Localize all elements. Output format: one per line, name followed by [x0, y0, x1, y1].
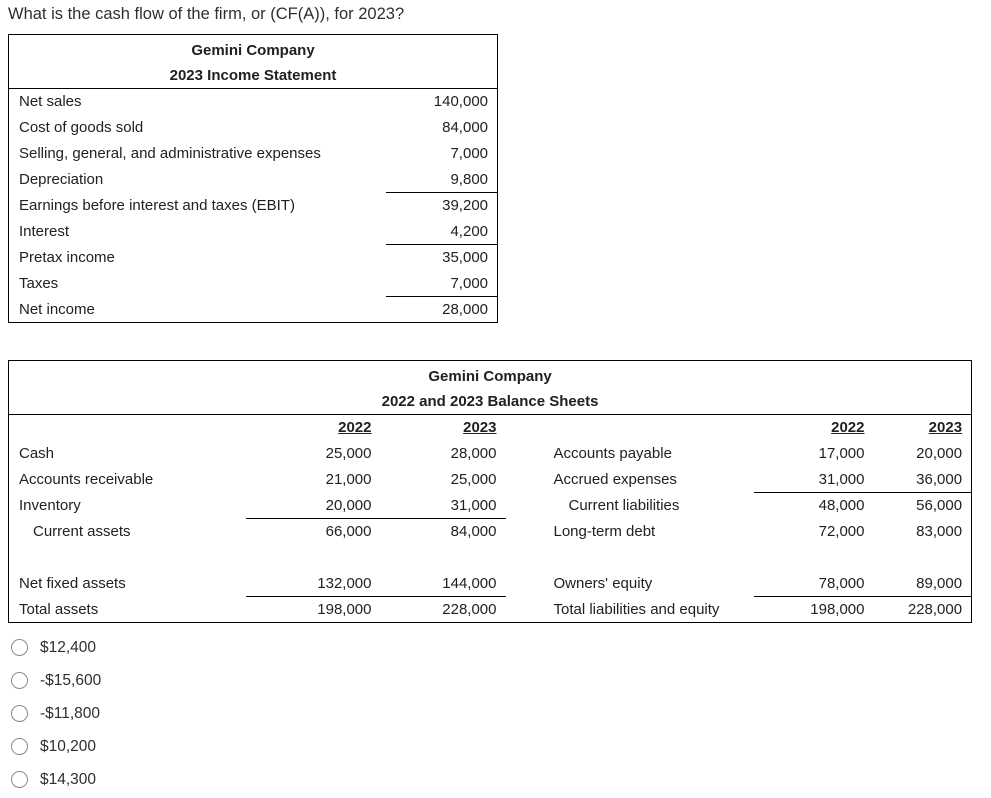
- income-row-value: 28,000: [442, 301, 489, 318]
- income-row-value: 7,000: [450, 145, 489, 162]
- answer-option-3[interactable]: -$11,800: [11, 697, 991, 730]
- radio-button[interactable]: [11, 672, 28, 689]
- liability-2022-value: 17,000: [818, 445, 865, 462]
- question-title: What is the cash flow of the firm, or (C…: [8, 5, 405, 23]
- balance-sheet-spacer-row: [9, 545, 972, 571]
- asset-label: Cash: [19, 445, 55, 462]
- income-row-label: Net sales: [19, 93, 82, 111]
- balance-sheet-year-header-row: 2022 2023 2022 2023: [9, 415, 972, 441]
- balance-sheet-row: Inventory 20,000 31,000 Current liabilit…: [9, 492, 972, 519]
- option-label: $10,200: [40, 737, 97, 755]
- asset-2023-value: 228,000: [442, 601, 497, 618]
- income-row: Pretax income 35,000: [9, 245, 498, 271]
- radio-button[interactable]: [11, 738, 28, 755]
- balance-sheet-title: 2022 and 2023 Balance Sheets: [8, 388, 972, 415]
- answer-option-2[interactable]: -$15,600: [11, 664, 991, 697]
- answer-options: $12,400 -$15,600 -$11,800 $10,200 $14,30…: [8, 631, 991, 796]
- answer-option-5[interactable]: $14,300: [11, 763, 991, 796]
- balance-sheet-row: Cash 25,000 28,000 Accounts payable 17,0…: [9, 441, 972, 467]
- liability-label: Accrued expenses: [553, 471, 677, 488]
- income-row: Net income 28,000: [9, 297, 498, 323]
- option-label: $14,300: [40, 770, 97, 788]
- income-row-value: 4,200: [385, 218, 498, 245]
- income-row-value: 9,800: [385, 166, 498, 193]
- income-row-value: 35,000: [442, 249, 489, 267]
- income-statement-title: 2023 Income Statement: [8, 62, 498, 89]
- asset-2023-value: 25,000: [450, 471, 497, 488]
- liability-2023-value: 56,000: [916, 497, 963, 515]
- answer-option-4[interactable]: $10,200: [11, 730, 991, 763]
- year-header: 2023: [928, 419, 963, 437]
- liability-2022-value: 78,000: [753, 570, 874, 597]
- year-header: 2022: [338, 419, 372, 437]
- radio-button[interactable]: [11, 639, 28, 656]
- income-row: Depreciation 9,800: [9, 166, 498, 193]
- asset-2022-value: 66,000: [325, 523, 372, 541]
- income-row-label: Earnings before interest and taxes (EBIT…: [19, 197, 295, 214]
- liability-2022-value: 31,000: [753, 466, 874, 493]
- income-row: Selling, general, and administrative exp…: [9, 141, 498, 167]
- liability-2023-value: 228,000: [907, 601, 963, 618]
- liability-2022-value: 48,000: [818, 497, 865, 515]
- income-row: Interest 4,200: [9, 218, 498, 245]
- income-row-label: Depreciation: [19, 171, 104, 188]
- income-statement-company: Gemini Company: [191, 42, 315, 60]
- option-label: -$11,800: [40, 704, 101, 722]
- income-row: Cost of goods sold 84,000: [9, 115, 498, 141]
- income-row-value: 39,200: [442, 197, 489, 215]
- income-statement-table: Gemini Company 2023 Income Statement Net…: [8, 34, 499, 323]
- income-row-label: Net income: [19, 300, 95, 318]
- income-row-label: Cost of goods sold: [19, 119, 144, 136]
- asset-label: Accounts receivable: [19, 471, 154, 488]
- liability-2023-value: 36,000: [873, 466, 972, 493]
- asset-label: Total assets: [19, 600, 99, 618]
- asset-2022-value: 198,000: [317, 601, 372, 618]
- balance-sheet-row: Current assets 66,000 84,000 Long-term d…: [9, 519, 972, 545]
- balance-sheet-company: Gemini Company: [428, 368, 552, 386]
- balance-sheet-row: Total assets 198,000 228,000 Total liabi…: [9, 597, 972, 623]
- income-row-label: Taxes: [19, 275, 59, 292]
- asset-2023-value: 84,000: [450, 523, 497, 541]
- year-header: 2023: [463, 419, 497, 437]
- radio-button[interactable]: [11, 771, 28, 788]
- income-row: Earnings before interest and taxes (EBIT…: [9, 193, 498, 219]
- asset-2022-value: 132,000: [245, 570, 381, 597]
- income-row-label: Selling, general, and administrative exp…: [19, 145, 321, 162]
- asset-label: Inventory: [19, 497, 81, 514]
- radio-button[interactable]: [11, 705, 28, 722]
- income-row-value: 140,000: [433, 93, 489, 111]
- income-row-value: 84,000: [442, 119, 489, 136]
- liability-label: Total liabilities and equity: [553, 600, 720, 618]
- income-row: Taxes 7,000: [9, 270, 498, 297]
- income-row: Net sales 140,000: [9, 89, 498, 115]
- option-label: -$15,600: [40, 671, 102, 689]
- income-row-value: 7,000: [385, 270, 498, 297]
- asset-2022-value: 21,000: [325, 471, 372, 488]
- liability-label: Current liabilities: [568, 497, 680, 514]
- asset-label: Net fixed assets: [19, 575, 126, 592]
- liability-2022-value: 72,000: [818, 523, 865, 540]
- option-label: $12,400: [40, 638, 97, 656]
- liability-2023-value: 83,000: [916, 523, 963, 540]
- liability-label: Long-term debt: [553, 523, 656, 540]
- income-row-label: Interest: [19, 223, 70, 240]
- asset-2023-value: 31,000: [380, 492, 506, 519]
- liability-2023-value: 20,000: [916, 445, 963, 462]
- asset-2022-value: 25,000: [325, 445, 372, 462]
- liability-label: Owners' equity: [553, 575, 653, 592]
- liability-label: Accounts payable: [553, 445, 672, 462]
- asset-2023-value: 144,000: [380, 570, 506, 597]
- balance-sheet-row: Net fixed assets 132,000 144,000 Owners'…: [9, 570, 972, 597]
- asset-label: Current assets: [33, 523, 131, 540]
- liability-2023-value: 89,000: [873, 570, 972, 597]
- balance-sheet-table: Gemini Company 2022 and 2023 Balance She…: [8, 360, 973, 623]
- answer-option-1[interactable]: $12,400: [11, 631, 991, 664]
- income-row-label: Pretax income: [19, 249, 115, 266]
- asset-2023-value: 28,000: [450, 445, 497, 462]
- liability-2022-value: 198,000: [810, 601, 865, 618]
- balance-sheet-row: Accounts receivable 21,000 25,000 Accrue…: [9, 466, 972, 493]
- year-header: 2022: [831, 419, 865, 437]
- asset-2022-value: 20,000: [245, 492, 381, 519]
